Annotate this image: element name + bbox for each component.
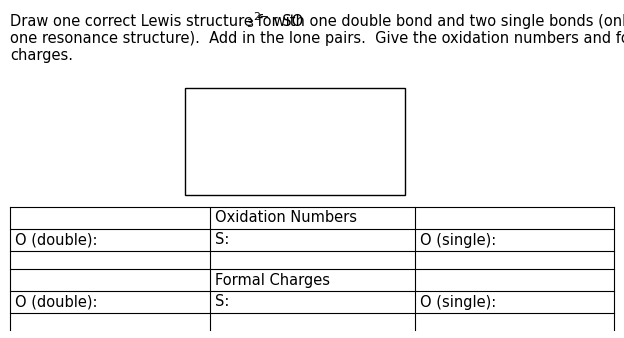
Text: O (double):: O (double): [15, 233, 97, 247]
Text: Formal Charges: Formal Charges [215, 272, 330, 288]
Text: O (single):: O (single): [420, 294, 496, 310]
Text: S:: S: [215, 294, 230, 310]
Text: 3: 3 [246, 19, 253, 29]
Text: Draw one correct Lewis structure for SO: Draw one correct Lewis structure for SO [10, 14, 303, 29]
Text: O (double):: O (double): [15, 294, 97, 310]
Text: Oxidation Numbers: Oxidation Numbers [215, 211, 357, 225]
Text: charges.: charges. [10, 48, 73, 63]
Text: one resonance structure).  Add in the lone pairs.  Give the oxidation numbers an: one resonance structure). Add in the lon… [10, 31, 624, 46]
Text: S:: S: [215, 233, 230, 247]
Text: O (single):: O (single): [420, 233, 496, 247]
Bar [185, 88, 405, 195]
Text: 2−: 2− [253, 12, 269, 22]
Text: with one double bond and two single bonds (only: with one double bond and two single bond… [269, 14, 624, 29]
